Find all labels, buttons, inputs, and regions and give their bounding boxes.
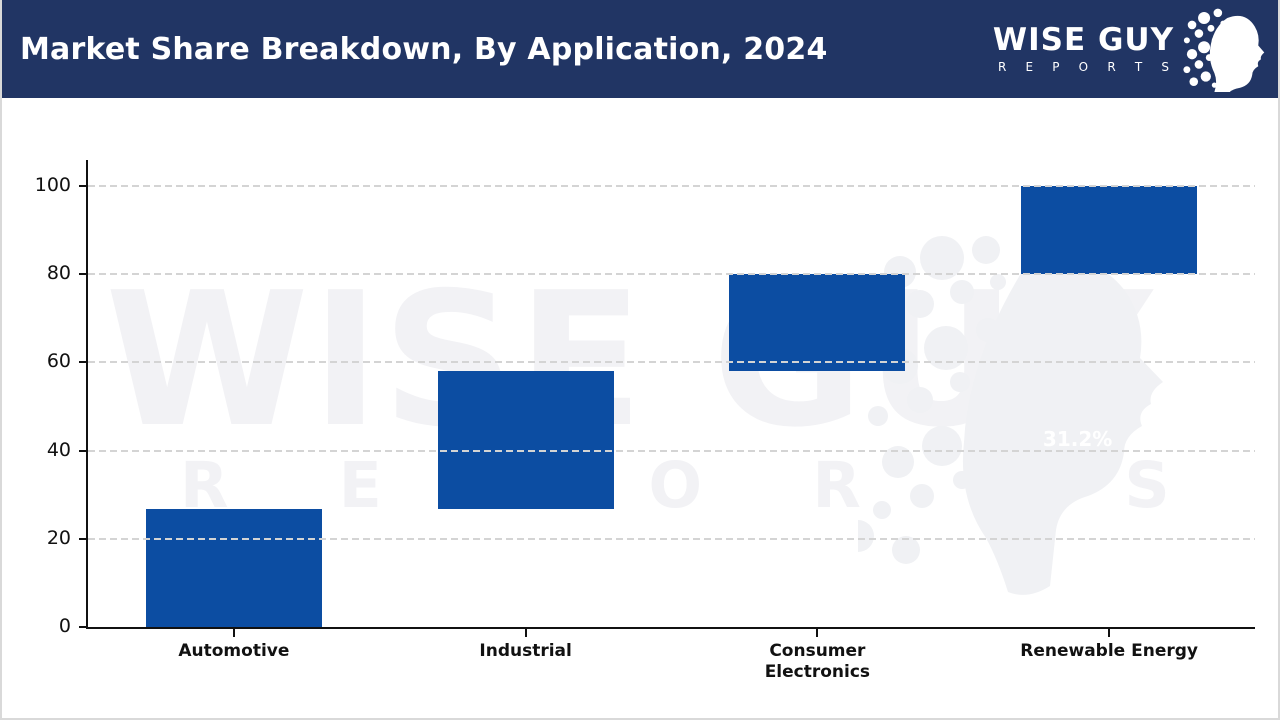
y-tick-label: 100 bbox=[34, 174, 71, 196]
bar-segment bbox=[145, 508, 322, 627]
y-tick-mark bbox=[79, 273, 87, 276]
bar-value-label: XX% bbox=[760, 554, 812, 579]
page-title: Market Share Breakdown, By Application, … bbox=[20, 31, 828, 67]
y-tick-label: 80 bbox=[46, 262, 71, 285]
gridline bbox=[88, 537, 1255, 540]
x-category-label: Automotive bbox=[178, 641, 290, 661]
header: Market Share Breakdown, By Application, … bbox=[0, 0, 1280, 98]
gridline bbox=[88, 361, 1255, 364]
y-tick-mark bbox=[79, 449, 87, 452]
logo-face-icon bbox=[1183, 8, 1265, 92]
gridline bbox=[88, 449, 1255, 452]
logo-wordmark: WISE GUY bbox=[992, 22, 1175, 59]
bar-value-label: 31.2% bbox=[1042, 427, 1113, 452]
y-tick-label: 20 bbox=[46, 526, 71, 549]
bar-value-label: XX% bbox=[729, 310, 1280, 334]
y-tick-label: 40 bbox=[46, 438, 71, 461]
gridline bbox=[88, 185, 1255, 187]
gridline bbox=[88, 273, 1255, 276]
bar-segment bbox=[729, 274, 906, 372]
bar-segment bbox=[1021, 186, 1198, 275]
brand-logo: WISE GUY R E P O R T S bbox=[989, 6, 1266, 92]
bar-value-label: XX% bbox=[1021, 217, 1280, 241]
x-tick-mark bbox=[1108, 629, 1111, 637]
x-category-label: Industrial bbox=[479, 641, 572, 661]
y-axis-line bbox=[86, 160, 88, 629]
x-category-label: Consumer Electronics bbox=[764, 641, 871, 683]
logo-subtext: R E P O R T S bbox=[997, 59, 1178, 74]
x-axis-line bbox=[86, 627, 1255, 629]
bar-segment bbox=[437, 371, 614, 509]
x-category-label: Renewable Energy bbox=[1020, 641, 1198, 661]
y-tick-label: 60 bbox=[46, 350, 71, 373]
y-tick-mark bbox=[79, 185, 87, 187]
y-tick-mark bbox=[79, 361, 87, 364]
x-tick-mark bbox=[816, 629, 819, 637]
y-tick-mark bbox=[79, 537, 87, 540]
chart-area: WISE GUY R E P O R T S 0 20 40 60 80 100 XX% Au… bbox=[0, 98, 1280, 720]
x-tick-mark bbox=[232, 629, 235, 637]
x-tick-mark bbox=[524, 629, 527, 637]
y-tick-label: 0 bbox=[58, 615, 71, 637]
watermark-face-icon bbox=[858, 236, 1163, 595]
y-tick-mark bbox=[79, 626, 87, 628]
